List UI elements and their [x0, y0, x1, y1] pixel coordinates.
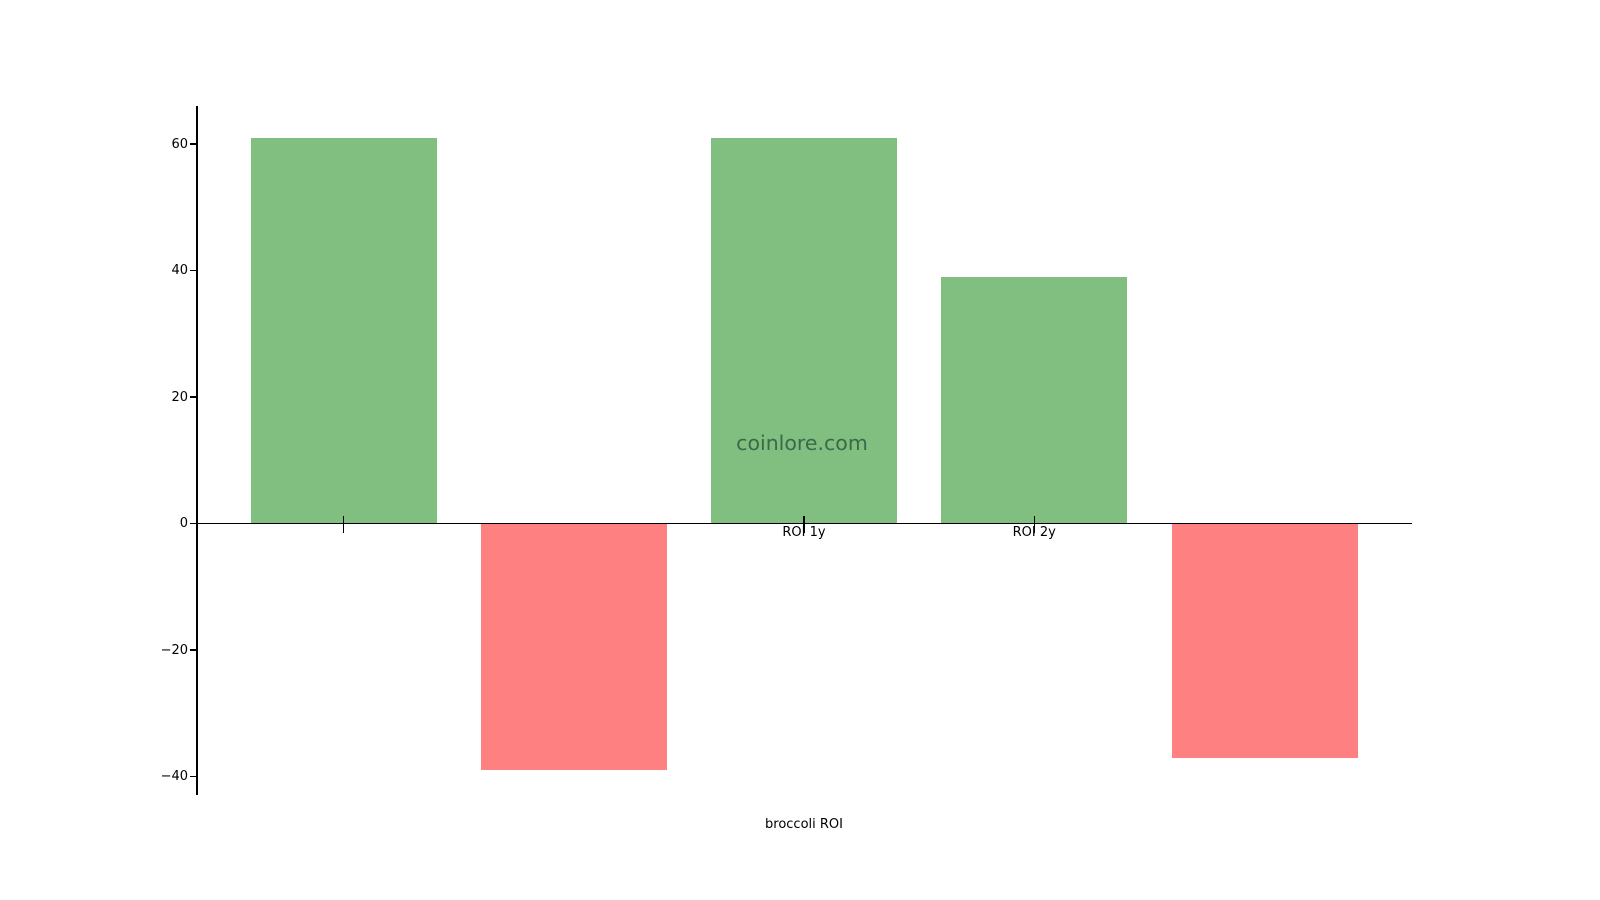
bar [480, 523, 667, 771]
x-axis-title: broccoli ROI [765, 817, 843, 832]
y-tick-mark [190, 396, 196, 398]
y-tick-mark [190, 143, 196, 145]
x-tick-mark [342, 515, 345, 533]
y-tick-mark [190, 269, 196, 272]
y-tick-label: −40 [160, 769, 188, 784]
y-tick-label: 0 [179, 516, 188, 531]
bar [1171, 523, 1358, 758]
y-tick-mark [190, 522, 196, 525]
x-tick-mark [803, 515, 805, 533]
bar [941, 276, 1128, 524]
y-tick-label: 40 [171, 263, 188, 278]
y-tick-label: 60 [171, 136, 188, 152]
y-tick-label: −20 [160, 642, 188, 658]
x-tick-mark [1033, 515, 1035, 533]
y-tick-mark [190, 775, 196, 778]
bar [711, 137, 897, 524]
watermark-text: coinlore.com [736, 431, 868, 455]
y-tick-mark [190, 649, 196, 651]
y-tick-label: 20 [171, 389, 188, 405]
y-axis-line [196, 106, 198, 795]
bar [250, 137, 437, 524]
